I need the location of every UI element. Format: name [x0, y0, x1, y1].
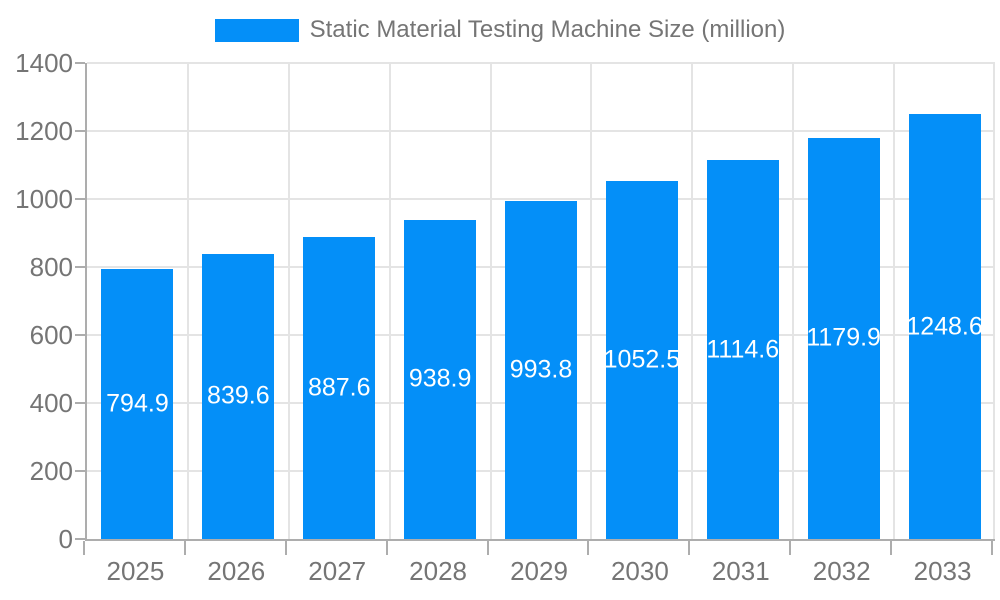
- x-tick-label: 2026: [207, 556, 266, 586]
- bar-2025[interactable]: 794.9: [101, 268, 174, 539]
- legend[interactable]: Static Material Testing Machine Size (mi…: [0, 16, 1000, 44]
- y-tick-label: 400: [29, 388, 73, 418]
- legend-swatch[interactable]: [214, 18, 299, 42]
- y-tick: [75, 198, 85, 200]
- x-tick-label: 2032: [812, 556, 871, 586]
- bar-2026[interactable]: 839.6: [202, 253, 275, 539]
- y-tick: [75, 538, 85, 540]
- y-tick: [75, 266, 85, 268]
- bar-value-label: 993.8: [509, 355, 573, 384]
- bar-value-label: 887.6: [307, 373, 371, 402]
- bar-2030[interactable]: 1052.5: [603, 181, 681, 539]
- x-tick: [688, 541, 691, 555]
- v-gridline: [287, 63, 290, 539]
- plot-area: 794.9 839.6 887.6 938.9 993.8 1052.5 1114.6 117…: [85, 62, 995, 541]
- v-gridline: [590, 63, 593, 539]
- x-tick: [83, 541, 85, 555]
- bar-2028[interactable]: 938.9: [404, 219, 477, 539]
- h-gridline: [87, 198, 995, 200]
- bar-2027[interactable]: 887.6: [303, 237, 376, 539]
- bar-value-label: 1248.6: [906, 312, 983, 341]
- v-gridline: [691, 63, 694, 539]
- y-tick-label: 1000: [15, 184, 73, 214]
- x-tick: [587, 541, 590, 555]
- y-tick-label: 1400: [15, 48, 73, 78]
- x-tick: [991, 541, 993, 555]
- x-tick-label: 2031: [711, 556, 770, 586]
- h-gridline: [87, 130, 995, 132]
- bar-2029[interactable]: 993.8: [505, 201, 577, 539]
- x-tick: [890, 541, 893, 555]
- x-tick: [789, 541, 792, 555]
- v-gridline: [792, 63, 795, 539]
- y-tick: [75, 470, 85, 472]
- legend-label: Static Material Testing Machine Size (mi…: [309, 16, 786, 43]
- y-tick: [75, 62, 85, 64]
- x-tick-label: 2033: [913, 556, 972, 586]
- bar-value-label: 1052.5: [603, 345, 681, 374]
- bar-value-label: 1114.6: [706, 335, 780, 364]
- bar-2033[interactable]: 1248.6: [906, 114, 983, 539]
- y-tick-label: 600: [29, 320, 73, 350]
- v-gridline: [893, 63, 896, 539]
- v-gridline: [489, 63, 492, 539]
- y-tick-label: 0: [58, 524, 73, 554]
- y-axis: 0 200 400 600 800 1000 1200 1400: [0, 48, 73, 554]
- x-tick: [284, 541, 287, 555]
- bar-value-label: 839.6: [207, 381, 270, 410]
- bar-2032[interactable]: 1179.9: [806, 137, 881, 539]
- y-tick: [75, 130, 85, 132]
- x-tick-label: 2028: [409, 556, 468, 586]
- y-tick-label: 800: [29, 252, 73, 282]
- v-gridline: [388, 63, 391, 539]
- bar-value-label: 938.9: [408, 364, 472, 393]
- x-tick-label: 2025: [106, 556, 165, 586]
- h-gridline: [87, 62, 995, 64]
- x-tick: [486, 541, 489, 555]
- v-gridline: [993, 63, 995, 539]
- x-tick: [183, 541, 186, 555]
- x-tick: [385, 541, 388, 555]
- y-tick-label: 1200: [15, 116, 73, 146]
- x-tick-label: 2027: [308, 556, 367, 586]
- y-tick: [75, 334, 85, 336]
- y-tick-label: 200: [29, 456, 73, 486]
- v-gridline: [186, 63, 189, 539]
- x-tick-label: 2030: [610, 556, 669, 586]
- bar-value-label: 1179.9: [806, 323, 881, 352]
- bar-2031[interactable]: 1114.6: [706, 160, 780, 539]
- y-tick: [75, 402, 85, 404]
- bar-value-label: 794.9: [106, 389, 169, 418]
- x-tick-label: 2029: [510, 556, 568, 586]
